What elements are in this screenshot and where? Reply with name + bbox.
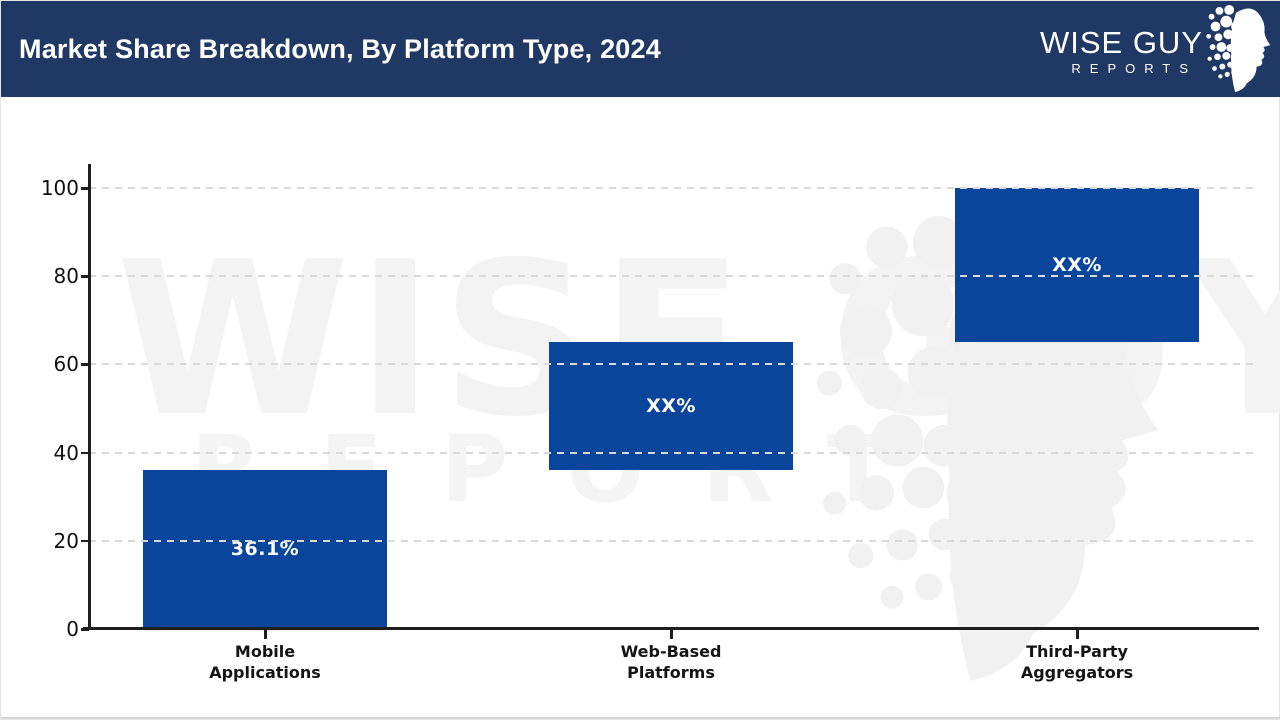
watermark-head-dots-icon xyxy=(816,216,1159,681)
x-tick-3 xyxy=(1076,630,1079,639)
y-tick-label-40: 40 xyxy=(53,440,79,465)
y-axis-line xyxy=(88,164,91,629)
bar-value-label: XX% xyxy=(646,395,696,418)
y-tick-0 xyxy=(81,628,89,631)
brand-logo: WISE GUY REPORTS xyxy=(1031,1,1271,97)
y-tick-label-80: 80 xyxy=(53,264,79,289)
y-tick-label-100: 100 xyxy=(40,176,79,200)
gridline-40 xyxy=(89,451,1257,454)
gridline-60 xyxy=(89,363,1257,366)
x-category-label-2: Web-Based Platforms xyxy=(620,642,722,682)
gridline-80 xyxy=(89,275,1257,278)
bottom-border xyxy=(1,717,1280,719)
x-tick-1 xyxy=(264,630,267,639)
logo-wordmark: WISE GUY xyxy=(1039,25,1203,60)
gridline-100 xyxy=(89,187,1257,189)
x-category-label-3: Third-Party Aggregators xyxy=(1020,642,1134,682)
logo-subtext: REPORTS xyxy=(1071,61,1197,76)
x-tick-2 xyxy=(670,630,673,639)
bar-segment-1: 36.1% xyxy=(143,469,387,629)
bar-value-label: XX% xyxy=(1052,254,1102,277)
bar-segment-3: XX% xyxy=(955,188,1199,343)
x-category-label-1: Mobile Applications xyxy=(209,642,321,682)
x-axis-line xyxy=(83,627,1259,630)
y-tick-60 xyxy=(81,363,89,366)
y-tick-80 xyxy=(81,275,89,278)
header-bar: Market Share Breakdown, By Platform Type… xyxy=(1,1,1280,97)
y-tick-label-0: 0 xyxy=(66,617,79,641)
y-tick-label-20: 20 xyxy=(53,528,79,553)
y-tick-100 xyxy=(81,187,89,190)
y-tick-label-60: 60 xyxy=(53,352,79,377)
page-title: Market Share Breakdown, By Platform Type… xyxy=(19,33,661,64)
bar-value-label: 36.1% xyxy=(230,538,300,561)
y-tick-20 xyxy=(81,539,89,543)
gridline-20 xyxy=(89,539,1257,542)
logo-head-dots-icon xyxy=(1206,5,1271,93)
y-tick-40 xyxy=(81,451,89,455)
